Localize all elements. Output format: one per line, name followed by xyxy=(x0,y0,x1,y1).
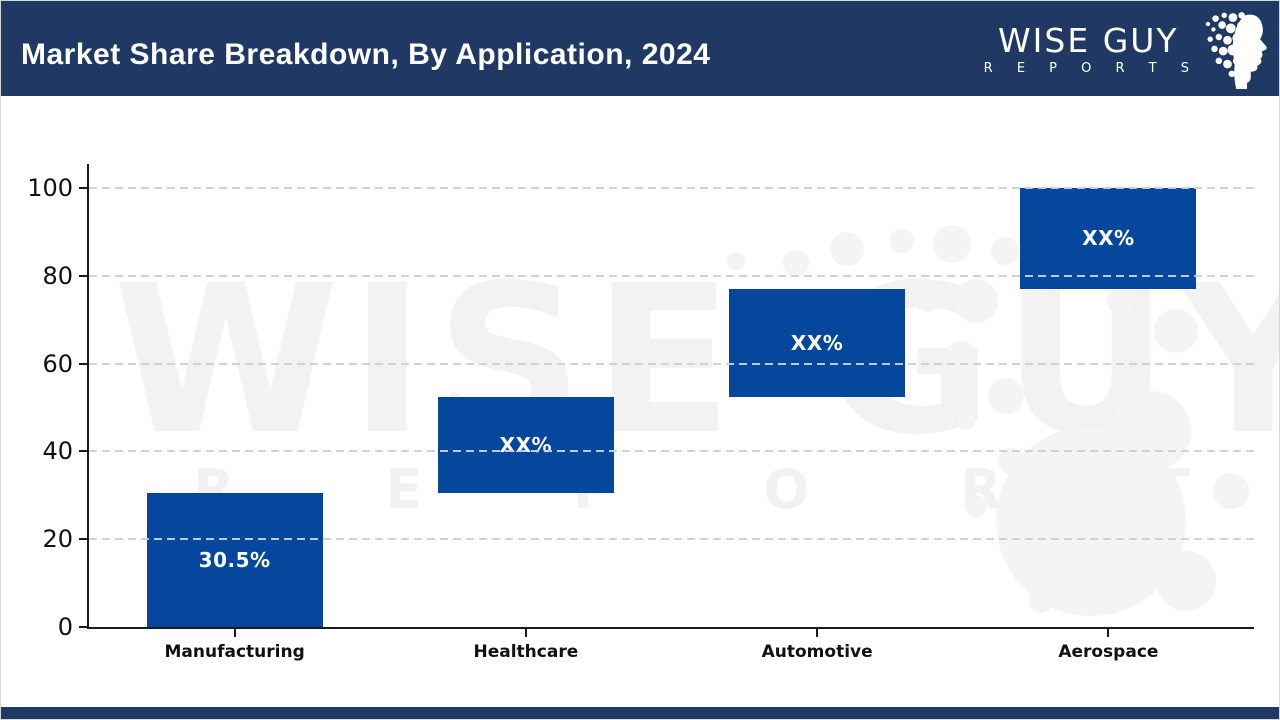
x-tick xyxy=(1107,629,1110,637)
x-tick xyxy=(233,629,236,637)
y-axis-line xyxy=(87,164,89,629)
y-tick xyxy=(79,187,87,189)
bar-aerospace xyxy=(1020,188,1197,289)
header-bar: Market Share Breakdown, By Application, … xyxy=(1,1,1279,96)
y-tick xyxy=(79,538,87,541)
chart-title: Market Share Breakdown, By Application, … xyxy=(21,37,711,71)
y-tick xyxy=(79,362,87,365)
grid-line-100 xyxy=(89,187,1254,189)
logo-reports-label: R E P O R T S xyxy=(983,61,1199,76)
bar-value-label: XX% xyxy=(790,330,844,355)
bar-healthcare xyxy=(437,396,614,494)
bar-value-label: XX% xyxy=(499,432,553,457)
grid-line-60 xyxy=(89,362,1254,365)
logo-text: WISE GUY R E P O R T S xyxy=(978,21,1199,77)
y-tick-label: 100 xyxy=(27,174,73,202)
x-tick-label-aerospace: Aerospace xyxy=(1058,642,1159,662)
grid-line-80 xyxy=(89,274,1254,277)
y-tick-label: 80 xyxy=(42,261,73,290)
x-tick-label-manufacturing: Manufacturing xyxy=(164,642,305,662)
x-tick-label-automotive: Automotive xyxy=(761,642,873,662)
y-tick-label: 0 xyxy=(57,613,73,641)
bar-automotive xyxy=(729,288,906,397)
grid-line-40 xyxy=(89,450,1254,453)
grid-line-20 xyxy=(89,538,1254,541)
footer-bar xyxy=(1,707,1279,719)
x-tick xyxy=(524,629,527,637)
x-axis-line xyxy=(87,627,1254,629)
bar-value-label: XX% xyxy=(1082,226,1135,251)
bar-manufacturing xyxy=(146,493,323,627)
x-tick-label-healthcare: Healthcare xyxy=(473,642,579,662)
y-tick-label: 40 xyxy=(42,437,73,466)
x-tick xyxy=(816,629,819,637)
bar-value-label: 30.5% xyxy=(198,548,271,573)
wise-guy-reports-logo: WISE GUY R E P O R T S xyxy=(978,11,1267,89)
y-tick xyxy=(79,626,87,628)
logo-wordmark: WISE GUY xyxy=(998,21,1179,60)
y-tick-label: 20 xyxy=(42,525,73,554)
y-tick xyxy=(79,274,87,277)
y-tick xyxy=(79,450,87,453)
logo-head-icon xyxy=(1205,12,1267,89)
y-tick-label: 60 xyxy=(42,349,73,378)
